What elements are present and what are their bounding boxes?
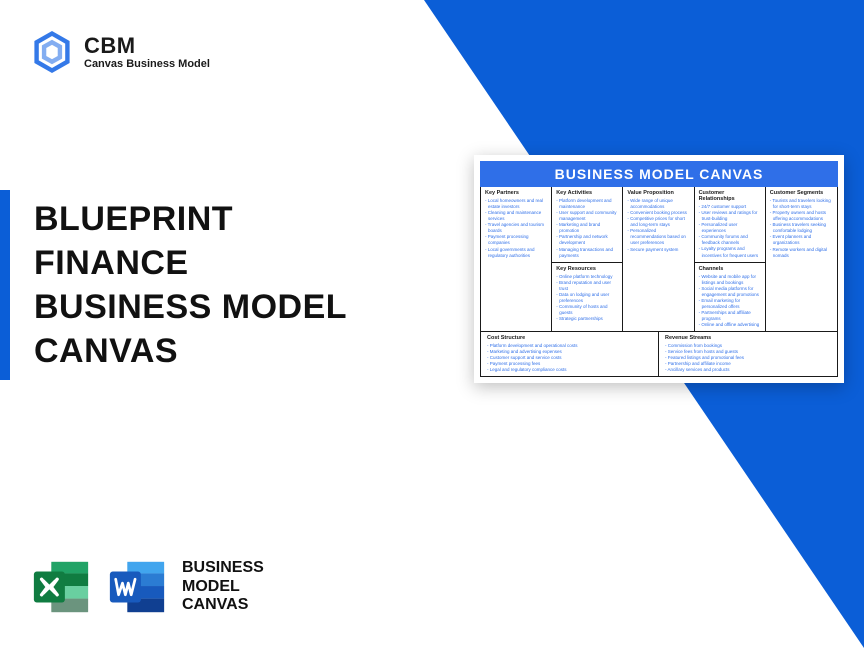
brand-logo-block: CBM Canvas Business Model: [30, 30, 210, 74]
list-item: Strategic partnerships: [556, 316, 618, 322]
brand-subtitle: Canvas Business Model: [84, 58, 210, 70]
main-title-block: BLUEPRINT FINANCE BUSINESS MODEL CANVAS: [0, 190, 347, 380]
list-item: Cleaning and maintenance services: [485, 210, 547, 222]
list-item: Community of hosts and guests: [556, 304, 618, 316]
canvas-preview-card: BUSINESS MODEL CANVAS Key Partners Local…: [474, 155, 844, 383]
main-title: BLUEPRINT FINANCE BUSINESS MODEL CANVAS: [34, 197, 347, 374]
list-item: Legal and regulatory compliance costs: [487, 367, 652, 373]
format-line-2: MODEL: [182, 578, 264, 596]
list-item: Online and offline advertising: [699, 322, 761, 328]
cell-title: Key Partners: [485, 190, 547, 196]
title-line-3: BUSINESS MODEL: [34, 285, 347, 329]
list-item: Personalized recommendations based on us…: [627, 228, 689, 246]
cell-title: Revenue Streams: [665, 335, 831, 341]
list-item: Website and mobile app for listings and …: [699, 274, 761, 286]
cell-relationships-channels: Customer Relationships 24/7 customer sup…: [695, 187, 766, 331]
list-item: Remote workers and digital nomads: [770, 247, 833, 259]
list-item: Property owners and hosts offering accom…: [770, 210, 833, 222]
format-icons-block: BUSINESS MODEL CANVAS: [30, 556, 264, 618]
list-item: Personalized user experiences: [699, 222, 761, 234]
list-item: Data on lodging and user preferences: [556, 292, 618, 304]
cell-list: Platform development and maintenanceUser…: [556, 198, 618, 259]
title-line-4: CANVAS: [34, 329, 347, 373]
excel-icon: [30, 556, 92, 618]
cell-title: Channels: [699, 266, 761, 272]
cell-key-partners: Key Partners Local homeowners and real e…: [481, 187, 552, 331]
list-item: Business travelers seeking comfortable l…: [770, 222, 833, 234]
cell-list: Wide range of unique accommodationsConve…: [627, 198, 689, 253]
list-item: Travel agencies and tourism boards: [485, 222, 547, 234]
title-line-1: BLUEPRINT: [34, 197, 347, 241]
list-item: User reviews and ratings for trust-build…: [699, 210, 761, 222]
format-label: BUSINESS MODEL CANVAS: [182, 559, 264, 614]
list-item: Local homeowners and real estate investo…: [485, 198, 547, 210]
cell-title: Customer Relationships: [699, 190, 761, 202]
cell-list: Platform development and operational cos…: [487, 343, 652, 373]
cell-title: Key Activities: [556, 190, 618, 196]
cell-customer-segments: Customer Segments Tourists and travelers…: [766, 187, 837, 331]
title-accent-bar: [0, 190, 10, 380]
list-item: Event planners and organizations: [770, 234, 833, 246]
list-item: Platform development and maintenance: [556, 198, 618, 210]
list-item: Online platform technology: [556, 274, 618, 280]
canvas-grid: Key Partners Local homeowners and real e…: [480, 187, 838, 377]
list-item: Email marketing for personalized offers: [699, 298, 761, 310]
cell-title: Cost Structure: [487, 335, 652, 341]
cell-activities-resources: Key Activities Platform development and …: [552, 187, 623, 331]
cell-title: Customer Segments: [770, 190, 833, 196]
list-item: Local governments and regulatory authori…: [485, 247, 547, 259]
canvas-header: BUSINESS MODEL CANVAS: [480, 161, 838, 187]
cell-revenue-streams: Revenue Streams Commission from bookings…: [659, 332, 837, 376]
cell-title: Value Proposition: [627, 190, 689, 196]
list-item: Payment processing companies: [485, 234, 547, 246]
list-item: Wide range of unique accommodations: [627, 198, 689, 210]
cell-value-proposition: Value Proposition Wide range of unique a…: [623, 187, 694, 331]
list-item: Tourists and travelers looking for short…: [770, 198, 833, 210]
cell-list: Tourists and travelers looking for short…: [770, 198, 833, 259]
word-icon: [106, 556, 168, 618]
cell-list: Online platform technologyBrand reputati…: [556, 274, 618, 323]
list-item: Managing transactions and payments: [556, 247, 618, 259]
list-item: Social media platforms for engagement an…: [699, 286, 761, 298]
cell-title: Key Resources: [556, 266, 618, 272]
brand-acronym: CBM: [84, 34, 210, 58]
cell-list: Local homeowners and real estate investo…: [485, 198, 547, 259]
list-item: Marketing and brand promotion: [556, 222, 618, 234]
list-item: Community forums and feedback channels: [699, 234, 761, 246]
list-item: Brand reputation and user trust: [556, 280, 618, 292]
list-item: Partnerships and affiliate programs: [699, 310, 761, 322]
list-item: Loyalty programs and incentives for freq…: [699, 246, 761, 258]
format-line-3: CANVAS: [182, 596, 264, 614]
cbm-logo-icon: [30, 30, 74, 74]
cell-cost-structure: Cost Structure Platform development and …: [481, 332, 659, 376]
format-line-1: BUSINESS: [182, 559, 264, 577]
cell-list: Commission from bookingsService fees fro…: [665, 343, 831, 373]
cell-list: 24/7 customer supportUser reviews and ra…: [699, 204, 761, 259]
list-item: Secure payment system: [627, 247, 689, 253]
cell-list: Website and mobile app for listings and …: [699, 274, 761, 329]
list-item: Partnership and network development: [556, 234, 618, 246]
list-item: User support and community management: [556, 210, 618, 222]
list-item: Ancillary services and products: [665, 367, 831, 373]
title-line-2: FINANCE: [34, 241, 347, 285]
list-item: Competitive prices for short and long-te…: [627, 216, 689, 228]
